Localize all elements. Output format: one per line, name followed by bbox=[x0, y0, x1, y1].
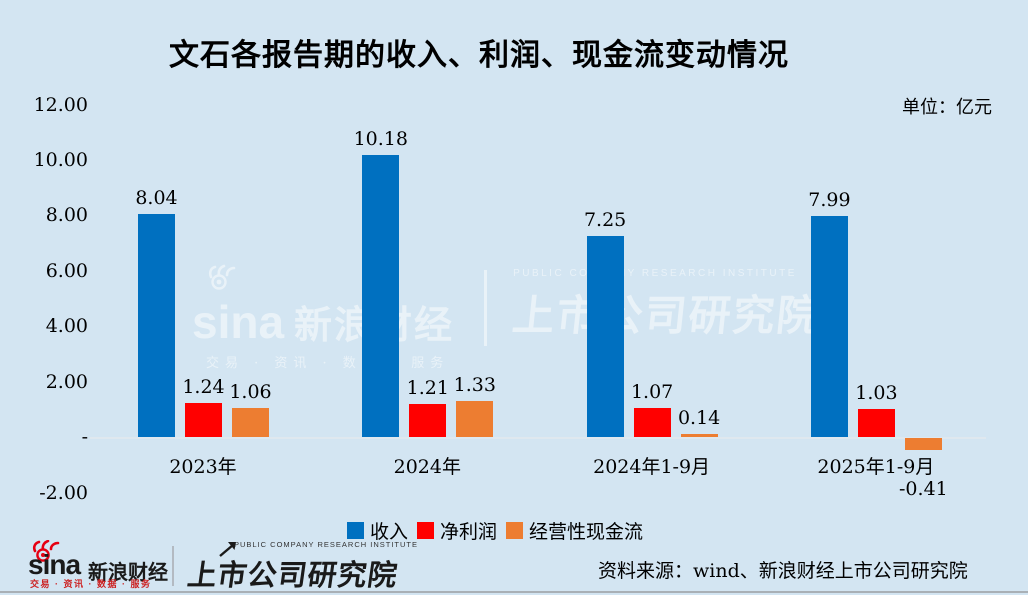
watermark-institute-en: PUBLIC COMPANY RESEARCH INSTITUTE bbox=[513, 268, 797, 279]
bottom-rule bbox=[0, 591, 1028, 593]
legend-swatch bbox=[416, 522, 434, 539]
bar-value-label: 1.21 bbox=[406, 376, 449, 399]
bar-value-label: 1.33 bbox=[453, 373, 496, 396]
y-axis-tick: 4.00 bbox=[45, 315, 88, 338]
watermark-institute: PUBLIC COMPANY RESEARCH INSTITUTE 上市公司研究… bbox=[510, 264, 824, 343]
bar-operating-cash-flow-4 bbox=[904, 438, 942, 450]
footer-sina-brand: 新浪财经 bbox=[88, 562, 168, 584]
x-axis-category: 2024年1-9月 bbox=[593, 456, 711, 478]
bar-revenue-3 bbox=[586, 236, 624, 438]
y-axis-tick: 6.00 bbox=[45, 259, 88, 282]
y-axis-tick: 8.00 bbox=[45, 204, 88, 227]
bar-value-label: 1.07 bbox=[630, 380, 674, 403]
legend-label: 收入 bbox=[369, 521, 408, 543]
y-axis-tick: 12.00 bbox=[33, 93, 88, 116]
chart-title: 文石各报告期的收入、利润、现金流变动情况 bbox=[169, 39, 789, 72]
legend-swatch bbox=[346, 522, 364, 539]
bar-operating-cash-flow-3 bbox=[680, 433, 718, 438]
footer-divider bbox=[172, 546, 174, 586]
bar-net-profit-4 bbox=[857, 408, 895, 438]
legend-item-net-profit: 净利润 bbox=[416, 517, 497, 544]
x-axis-category: 2025年1-9月 bbox=[817, 456, 935, 478]
watermark: sina 新浪财经 交易 · 资讯 · 数据 · 服务 PUBLIC COMPA… bbox=[192, 264, 824, 371]
watermark-institute-cn: 上市公司研究院 bbox=[510, 292, 824, 339]
y-axis-tick: 2.00 bbox=[45, 370, 88, 393]
bar-revenue-2 bbox=[362, 155, 400, 438]
bar-operating-cash-flow-1 bbox=[232, 407, 269, 438]
bar-value-label: 8.04 bbox=[135, 187, 178, 210]
sina-eye-icon bbox=[32, 540, 60, 562]
bar-value-label: 1.03 bbox=[855, 381, 898, 404]
sina-eye-icon bbox=[208, 264, 236, 290]
x-axis-line bbox=[90, 437, 986, 439]
footer-institute-en: PUBLIC COMPANY RESEARCH INSTITUTE bbox=[234, 540, 418, 549]
chart-legend: 收入 净利润 经营性现金流 bbox=[0, 517, 990, 544]
legend-label: 净利润 bbox=[439, 521, 497, 543]
bar-value-label: 10.18 bbox=[353, 128, 408, 150]
data-source: 资料来源：wind、新浪财经上市公司研究院 bbox=[598, 560, 968, 582]
bar-value-label: 1.06 bbox=[229, 380, 272, 403]
bar-revenue-4 bbox=[810, 215, 848, 438]
bar-value-label: 7.99 bbox=[808, 188, 851, 211]
footer-institute-logo: PUBLIC COMPANY RESEARCH INSTITUTE 上市公司研究… bbox=[185, 540, 418, 592]
bar-value-label: 0.14 bbox=[677, 406, 721, 429]
arrow-up-right-icon bbox=[219, 542, 236, 557]
y-axis-tick: 10.00 bbox=[33, 149, 88, 171]
footer-institute-cn: 上市公司研究院 bbox=[185, 560, 400, 592]
bar-net-profit-3 bbox=[633, 407, 671, 438]
watermark-sina-logo: sina 新浪财经 交易 · 资讯 · 数据 · 服务 bbox=[192, 264, 454, 371]
legend-swatch bbox=[506, 522, 523, 539]
footer-sina-tagline: 交易 · 资讯 · 数据 · 服务 bbox=[30, 579, 152, 589]
watermark-divider bbox=[484, 270, 488, 346]
footer-sina-logo: sina 新浪财经 交易 · 资讯 · 数据 · 服务 bbox=[28, 540, 168, 590]
bar-net-profit-1 bbox=[185, 403, 222, 438]
bar-operating-cash-flow-2 bbox=[456, 400, 494, 438]
legend-label: 经营性现金流 bbox=[529, 521, 644, 543]
x-axis-category: 2023年 bbox=[169, 456, 237, 478]
bar-revenue-1 bbox=[138, 214, 175, 438]
watermark-tagline: 交易 · 资讯 · 数据 · 服务 bbox=[206, 356, 450, 371]
bar-net-profit-2 bbox=[409, 403, 447, 438]
bar-value-label: -0.41 bbox=[899, 477, 948, 500]
y-axis-tick: - bbox=[81, 426, 88, 449]
footer-sina-text: sina bbox=[28, 549, 81, 580]
y-axis-tick: -2.00 bbox=[39, 481, 88, 504]
x-axis-category: 2024年 bbox=[393, 456, 461, 478]
bar-value-label: 7.25 bbox=[583, 209, 627, 232]
legend-item-revenue: 收入 bbox=[346, 517, 408, 544]
legend-item-operating-cash-flow: 经营性现金流 bbox=[506, 517, 643, 544]
watermark-sina-text: sina bbox=[192, 296, 285, 348]
unit-label: 单位：亿元 bbox=[902, 97, 992, 118]
bar-value-label: 1.24 bbox=[182, 376, 225, 398]
